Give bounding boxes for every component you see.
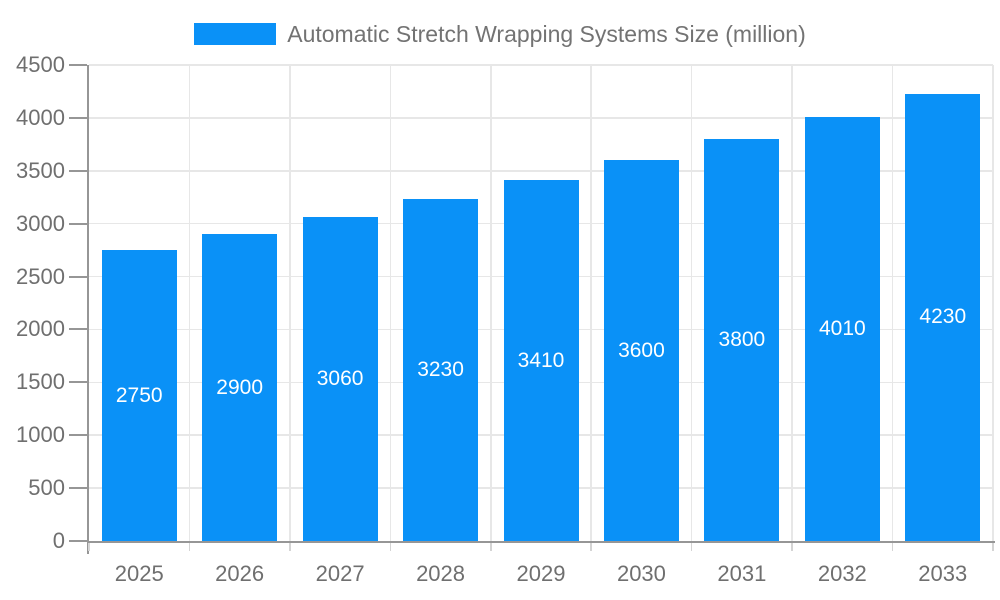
x-tick-8 xyxy=(891,543,894,551)
y-tick-2000 xyxy=(69,328,87,331)
y-tick-label-3500: 3500 xyxy=(16,157,65,183)
v-gridline-7 xyxy=(791,65,793,541)
x-tick-1 xyxy=(188,543,191,551)
x-tick-label-2026: 2026 xyxy=(215,561,265,586)
x-tick-2 xyxy=(289,543,291,551)
x-tick-label-2032: 2032 xyxy=(817,561,867,586)
legend-label: Automatic Stretch Wrapping Systems Size … xyxy=(287,21,806,47)
legend-swatch xyxy=(194,23,277,45)
y-tick-3500 xyxy=(69,169,87,172)
v-gridline-6 xyxy=(690,65,693,541)
v-gridline-8 xyxy=(891,65,894,541)
bar-value-label-2031: 3800 xyxy=(718,328,766,352)
bar-2032[interactable] xyxy=(804,116,880,541)
y-axis-line xyxy=(87,65,89,554)
bar-2026[interactable] xyxy=(202,234,278,541)
bar-2025[interactable] xyxy=(101,250,177,541)
v-gridline-4 xyxy=(490,65,492,541)
y-tick-4500 xyxy=(69,64,87,66)
x-tick-label-2027: 2027 xyxy=(315,561,365,586)
bar-value-label-2027: 3060 xyxy=(316,367,364,391)
bar-2027[interactable] xyxy=(302,217,378,541)
x-tick-label-2029: 2029 xyxy=(516,561,566,586)
bar-2033[interactable] xyxy=(905,93,981,541)
y-tick-500 xyxy=(69,487,87,490)
y-tick-label-1000: 1000 xyxy=(16,422,65,448)
x-tick-7 xyxy=(791,543,793,551)
x-axis-line xyxy=(87,541,995,543)
bar-value-label-2026: 2900 xyxy=(216,375,264,399)
y-tick-label-1500: 1500 xyxy=(16,369,65,395)
h-gridline-4500 xyxy=(89,64,993,66)
y-tick-label-4000: 4000 xyxy=(16,104,65,130)
v-gridline-9 xyxy=(992,65,994,541)
x-tick-5 xyxy=(590,543,592,551)
y-tick-label-2000: 2000 xyxy=(16,316,65,342)
v-gridline-5 xyxy=(590,65,592,541)
x-tick-label-2030: 2030 xyxy=(616,561,666,586)
plot-area: 0 500 1000 1500 2000 2500 3000 3500 4000 4500 2750… xyxy=(16,52,995,586)
x-tick-label-2031: 2031 xyxy=(717,561,767,586)
y-tick-label-2500: 2500 xyxy=(16,263,65,289)
bar-value-label-2025: 2750 xyxy=(115,383,163,407)
y-tick-4000 xyxy=(69,116,87,119)
y-tick-label-3000: 3000 xyxy=(16,210,65,236)
x-tick-label-2025: 2025 xyxy=(114,561,164,586)
bar-2028[interactable] xyxy=(403,199,479,541)
y-tick-3000 xyxy=(69,222,87,225)
bar-2029[interactable] xyxy=(503,180,579,541)
v-gridline-1 xyxy=(188,65,191,541)
bar-2030[interactable] xyxy=(603,160,679,541)
x-tick-6 xyxy=(690,543,693,551)
bar-value-label-2033: 4230 xyxy=(919,305,967,329)
v-gridline-3 xyxy=(389,65,392,541)
bar-2031[interactable] xyxy=(704,139,780,541)
y-tick-label-500: 500 xyxy=(28,475,65,501)
x-tick-label-2028: 2028 xyxy=(416,561,466,586)
y-tick-1000 xyxy=(69,434,87,437)
x-tick-4 xyxy=(490,543,492,551)
y-tick-1500 xyxy=(69,381,87,384)
y-tick-label-0: 0 xyxy=(52,528,65,553)
legend[interactable]: Automatic Stretch Wrapping Systems Size … xyxy=(0,21,1000,47)
x-tick-9 xyxy=(992,543,994,551)
v-gridline-2 xyxy=(289,65,291,541)
h-gridline-3500 xyxy=(89,170,993,172)
bar-value-label-2032: 4010 xyxy=(818,316,866,340)
x-tick-label-2033: 2033 xyxy=(918,561,968,586)
y-tick-label-4500: 4500 xyxy=(16,52,65,77)
y-tick-2500 xyxy=(69,275,87,278)
y-tick-0 xyxy=(69,540,87,542)
h-gridline-4000 xyxy=(89,117,993,119)
bar-value-label-2028: 3230 xyxy=(417,358,464,382)
bar-value-label-2030: 3600 xyxy=(618,338,665,362)
bar-value-label-2029: 3410 xyxy=(517,348,565,372)
x-tick-0 xyxy=(88,543,90,551)
x-tick-3 xyxy=(389,543,392,551)
